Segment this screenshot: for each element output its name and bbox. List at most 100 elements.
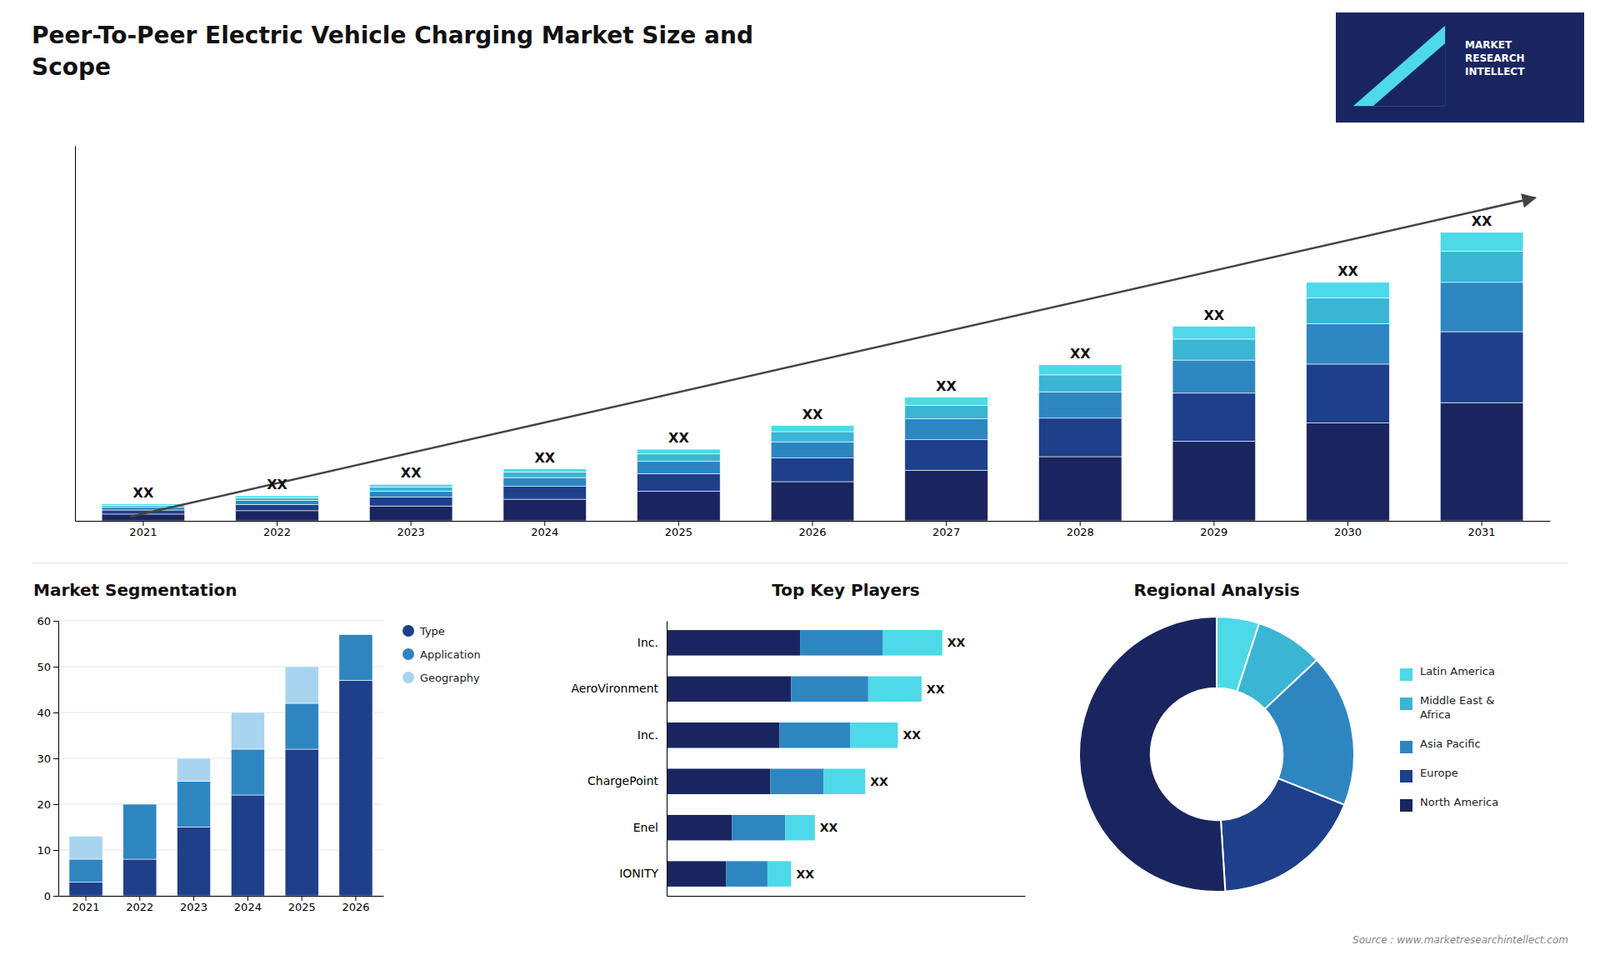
legend-label: North America [1420,795,1499,809]
tick: 2022 [125,895,154,914]
tick-label: 2026 [341,900,370,914]
legend: TypeApplicationGeography [402,625,481,685]
bar-annotation: XX [820,820,839,835]
bar-annotation: XX [1337,263,1359,280]
logo-shape [1373,43,1445,106]
logo-text: MARKETRESEARCHINTELLECT [1465,39,1525,78]
bar [1440,331,1524,403]
tick: 40 [36,706,59,720]
bar [1306,282,1390,299]
axis-line [666,621,668,897]
bar [824,768,866,795]
bar [905,397,989,406]
bar [770,768,824,795]
tick-label: 2025 [665,525,693,539]
chart-title: Regional Analysis [1133,580,1300,600]
tick-label: ChargePoint [587,774,660,788]
axis-line [667,895,1026,897]
bar-annotation: XX [668,430,690,446]
bar [1440,282,1524,332]
legend-label: Europe [1420,766,1459,780]
bar [101,514,185,521]
tick-mark [53,620,59,622]
tick-label: 0 [44,890,51,903]
tick: AeroVironment [570,681,667,695]
source-note: Source : www.marketresearchintellect.com [1352,934,1569,946]
tick-mark [355,895,356,901]
tick-label: 2022 [125,900,154,914]
tick: 2021 [71,895,100,914]
tick-label: AeroVironment [570,681,659,695]
tick-mark [301,895,303,901]
tick-label: Inc. [637,635,659,650]
chart-title: Market Segmentation [33,580,238,600]
bar [731,815,785,841]
text-line: North America [1420,795,1499,809]
chart-title: Peer-To-Peer Electric Vehicle Charging M… [31,21,754,81]
bar [339,635,373,681]
tick-label: 2028 [1066,525,1095,539]
bar [1172,326,1256,340]
bar [725,860,768,887]
tick-mark [410,520,412,526]
bar [503,486,587,500]
tick-mark [812,520,814,526]
bar [770,458,855,482]
bar [285,703,319,750]
bar [666,815,732,841]
bar [503,477,587,487]
bar [177,758,211,782]
bar [666,768,770,795]
tick-mark [1481,520,1483,526]
bar-annotation: XX [534,450,555,466]
tick-label: 2023 [397,525,425,539]
legend-swatch [1400,697,1413,710]
bar [1306,323,1390,365]
tick-label: 2021 [129,525,157,539]
bar-annotation: XX [1204,307,1225,324]
bar [235,495,320,498]
tick-label: 2030 [1334,525,1362,539]
tick: Inc. [637,728,667,742]
tick: 2025 [665,520,693,539]
tick: 2028 [1066,520,1095,539]
bar [1306,297,1390,324]
tick: IONITY [619,866,667,880]
bar-annotation: XX [870,775,889,789]
tick-label: 2022 [263,525,291,539]
axis-line [58,621,60,897]
bar [1172,440,1256,521]
pie-slice [1079,616,1225,892]
trend-arrow [130,197,1535,517]
bar [1038,418,1122,457]
tick-label: Inc. [637,728,659,742]
bar [666,676,791,703]
bar [235,510,320,521]
bar [177,781,211,828]
legend: Latin AmericaMiddle East &AfricaAsia Pac… [1400,665,1499,812]
bar [285,666,319,704]
logo-box [1335,12,1585,123]
tick: 2024 [234,895,262,914]
tick: 0 [44,890,59,903]
bar-annotation: XX [947,635,966,650]
bar [503,469,587,473]
chart-title: Top Key Players [771,580,920,600]
bar [1038,391,1122,419]
tick-label: IONITY [619,866,659,880]
legend-label: Application [420,648,481,661]
grid-line [58,712,384,714]
tick: 2030 [1334,520,1362,539]
x-axis [667,895,1026,897]
tick-label: 30 [36,752,51,765]
tick: 2022 [263,520,291,539]
tick-mark [85,895,87,901]
tick-mark [142,520,144,526]
axis-line [75,146,76,522]
tick-mark [1347,520,1349,526]
bar [666,630,800,656]
bar [1038,375,1122,392]
bar [666,860,726,887]
bar [767,860,791,887]
legend-label: Geography [420,671,480,685]
